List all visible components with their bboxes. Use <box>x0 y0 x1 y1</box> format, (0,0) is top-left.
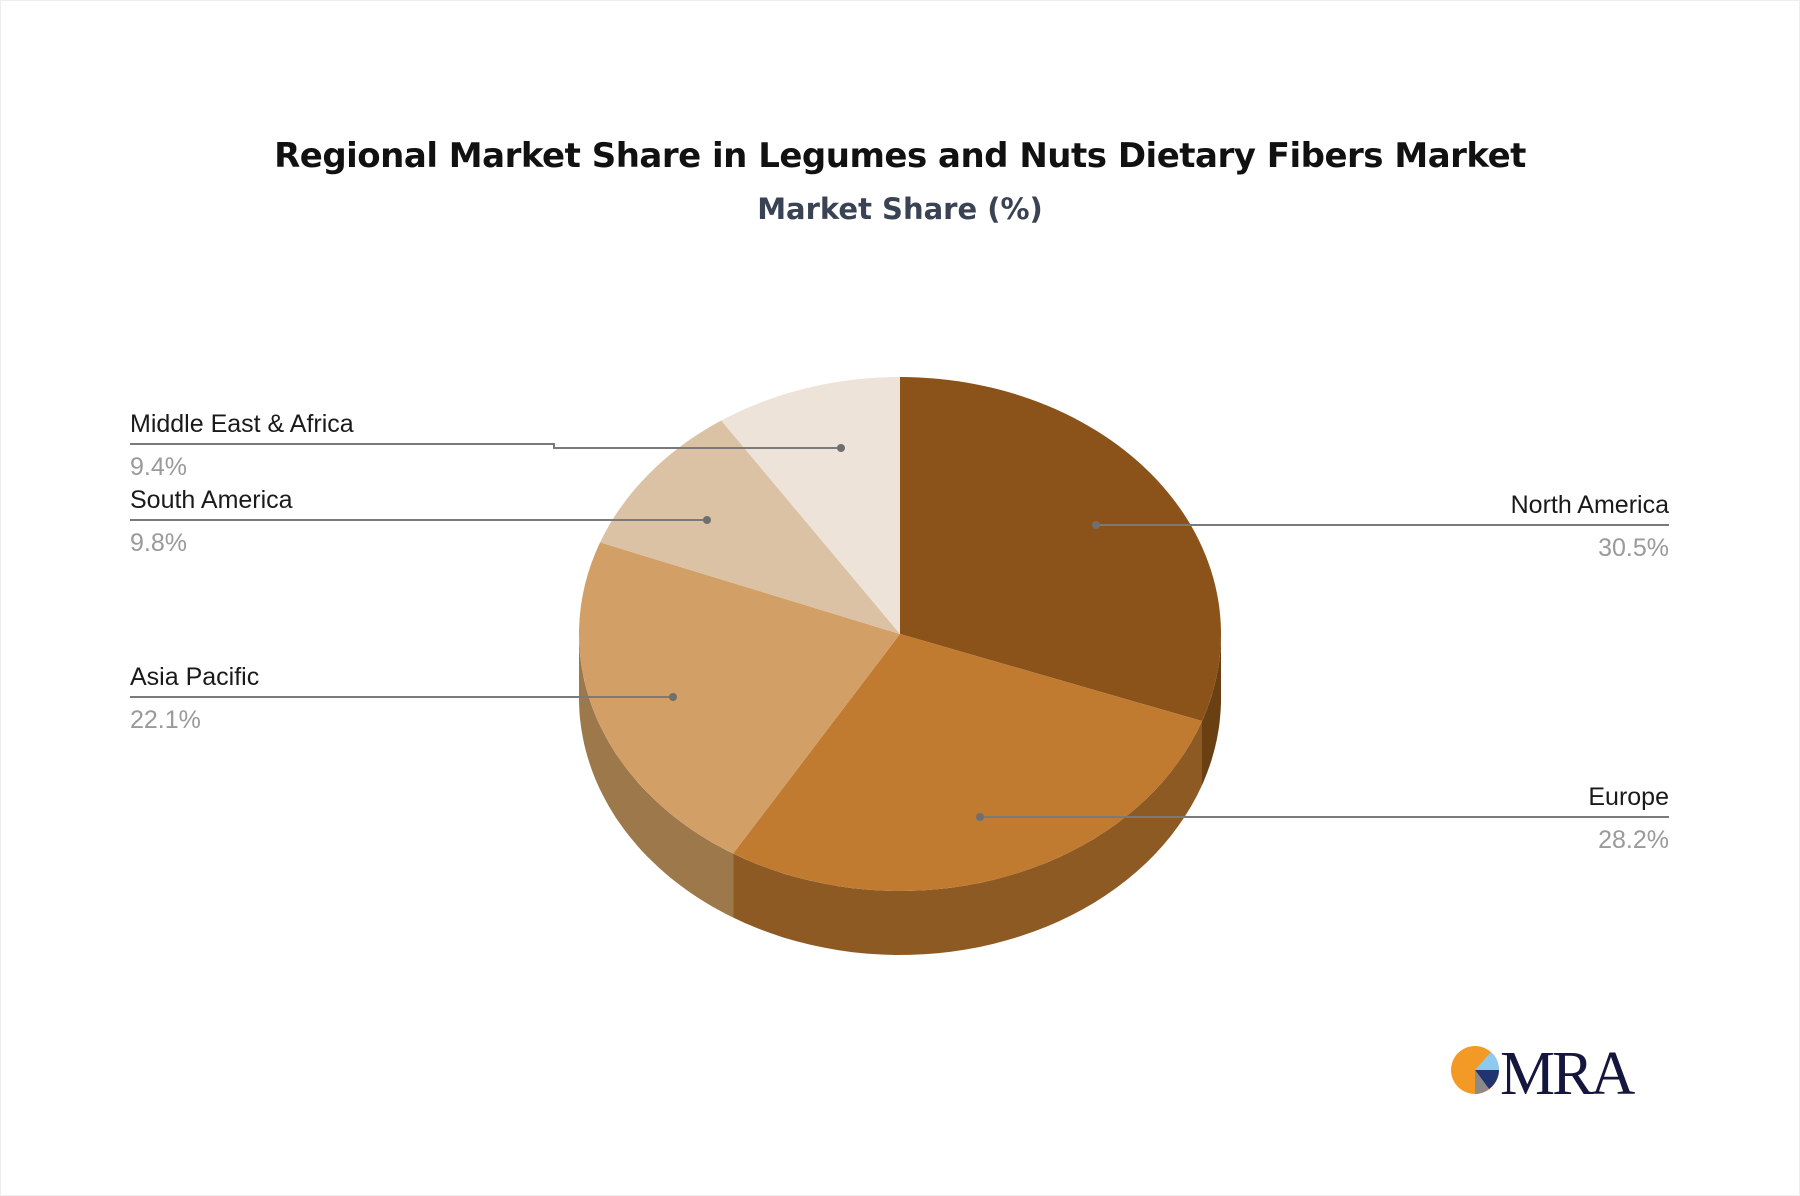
slice-label: Europe <box>1588 783 1669 811</box>
pie-slice[interactable] <box>579 542 900 854</box>
mra-logo: MRA <box>1451 1040 1638 1100</box>
svg-text:MRA: MRA <box>1500 1040 1635 1100</box>
slice-value-label: 9.8% <box>130 529 187 557</box>
chart-title: Regional Market Share in Legumes and Nut… <box>274 136 1526 176</box>
leader-dot <box>837 444 845 452</box>
slice-value-label: 30.5% <box>1598 534 1669 562</box>
slice-label: Middle East & Africa <box>130 410 354 438</box>
leader-dot <box>1092 521 1100 529</box>
slice-value-label: 28.2% <box>1598 826 1669 854</box>
pie-slice[interactable] <box>600 420 900 634</box>
leader-line <box>130 443 841 449</box>
pie-side-2 <box>579 634 734 918</box>
pie-side-1 <box>733 721 1202 955</box>
leader-dot <box>976 813 984 821</box>
pie-slice[interactable] <box>721 377 900 634</box>
slice-label: South America <box>130 486 293 514</box>
pie-side-0 <box>1202 634 1221 786</box>
slice-value-label: 22.1% <box>130 706 201 734</box>
leader-dot <box>669 693 677 701</box>
pie-slice[interactable] <box>733 634 1203 891</box>
chart-subtitle: Market Share (%) <box>757 192 1043 226</box>
leader-dot <box>703 516 711 524</box>
slice-label: Asia Pacific <box>130 663 259 691</box>
slice-label: North America <box>1511 491 1669 519</box>
pie-slice[interactable] <box>900 377 1221 722</box>
slice-value-label: 9.4% <box>130 453 187 481</box>
